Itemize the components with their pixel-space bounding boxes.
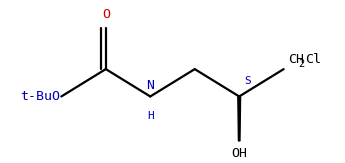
Text: CH: CH xyxy=(288,53,304,66)
Text: N: N xyxy=(146,79,154,92)
Text: O: O xyxy=(102,7,110,21)
Text: H: H xyxy=(147,111,154,121)
Text: S: S xyxy=(244,76,251,86)
Text: t-BuO: t-BuO xyxy=(21,90,61,103)
Text: Cl: Cl xyxy=(305,53,321,66)
Polygon shape xyxy=(238,96,240,141)
Text: 2: 2 xyxy=(298,59,304,69)
Text: OH: OH xyxy=(231,147,247,160)
